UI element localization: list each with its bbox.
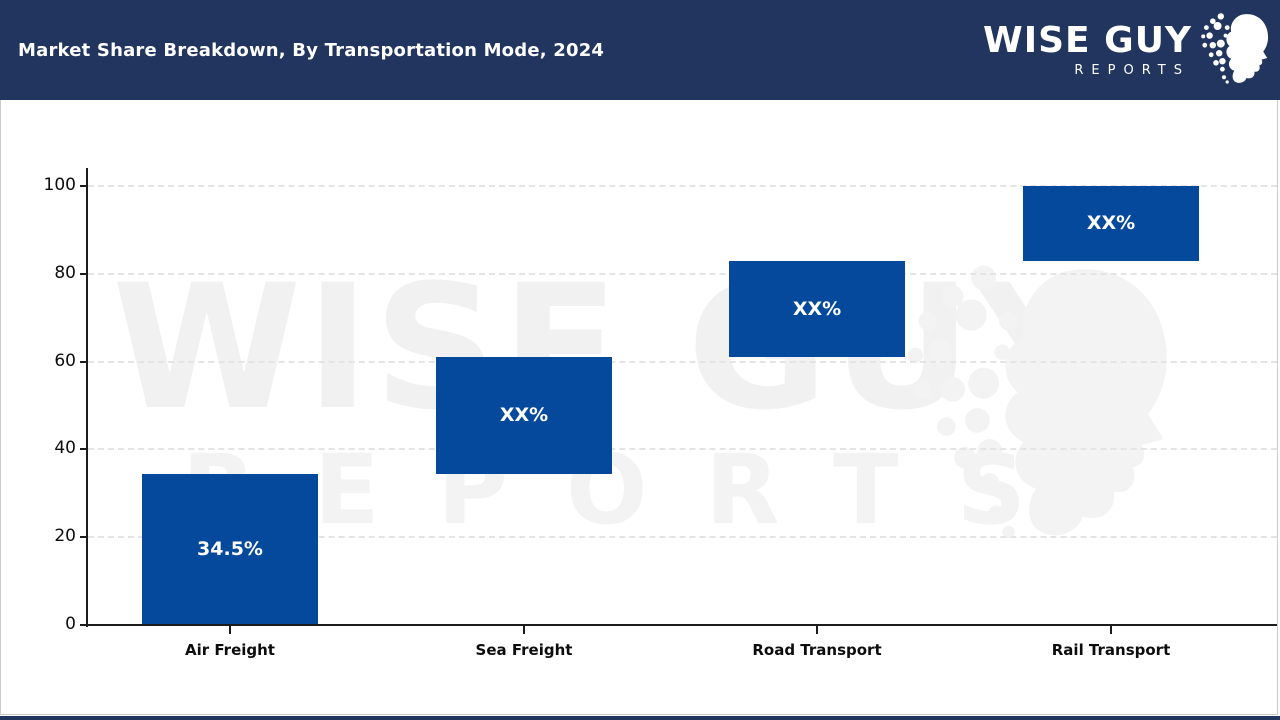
y-axis-tick — [80, 536, 87, 539]
y-axis-tick-label: 80 — [54, 262, 76, 283]
bar-value-label: XX% — [1086, 212, 1136, 235]
x-axis-tick — [523, 626, 525, 634]
x-axis-tick — [1110, 626, 1112, 634]
bar-road-transport: XX% — [729, 260, 905, 358]
logo-sub: REPORTS — [1074, 62, 1190, 78]
bar-sea-freight: XX% — [436, 357, 612, 474]
y-axis-tick — [80, 185, 87, 187]
gridline — [88, 360, 1277, 363]
y-axis-tick — [80, 360, 87, 363]
y-axis-tick-label: 20 — [54, 526, 76, 547]
bar-rail-transport: XX% — [1023, 186, 1199, 261]
y-axis-line — [86, 168, 88, 627]
x-axis-label-air-freight: Air Freight — [185, 641, 275, 659]
y-axis-tick-label: 100 — [43, 175, 76, 195]
gridline — [88, 448, 1277, 451]
bar-value-label: XX% — [499, 404, 549, 427]
y-axis-tick-label: 60 — [54, 350, 76, 371]
gridline — [88, 536, 1277, 539]
gridline — [88, 272, 1277, 275]
page-title: Market Share Breakdown, By Transportatio… — [18, 39, 605, 61]
y-axis-tick-label: 0 — [65, 614, 76, 634]
y-axis-tick-label: 40 — [54, 438, 76, 459]
y-axis-tick — [80, 272, 87, 275]
wiseguy-head-icon — [1201, 13, 1269, 84]
bar-air-freight: 34.5% — [142, 473, 318, 625]
x-axis-line — [86, 624, 1277, 626]
x-axis-tick — [816, 626, 818, 634]
bar-value-label: 34.5% — [197, 538, 263, 561]
header-banner: Market Share Breakdown, By Transportatio… — [0, 0, 1280, 100]
gridline — [88, 185, 1277, 187]
watermark-head-icon — [907, 265, 1167, 539]
y-axis-tick — [80, 448, 87, 451]
wiseguy-logo: WISE GUY REPORTS — [983, 0, 1192, 100]
x-axis-label-sea-freight: Sea Freight — [475, 641, 573, 659]
footer-strip — [0, 716, 1280, 720]
y-axis-tick — [80, 624, 87, 626]
x-axis-label-road-transport: Road Transport — [752, 641, 882, 659]
logo-name: WISE GUY — [982, 19, 1192, 61]
bar-value-label: XX% — [792, 297, 842, 320]
x-axis-tick — [229, 626, 231, 634]
x-axis-label-rail-transport: Rail Transport — [1051, 641, 1171, 659]
